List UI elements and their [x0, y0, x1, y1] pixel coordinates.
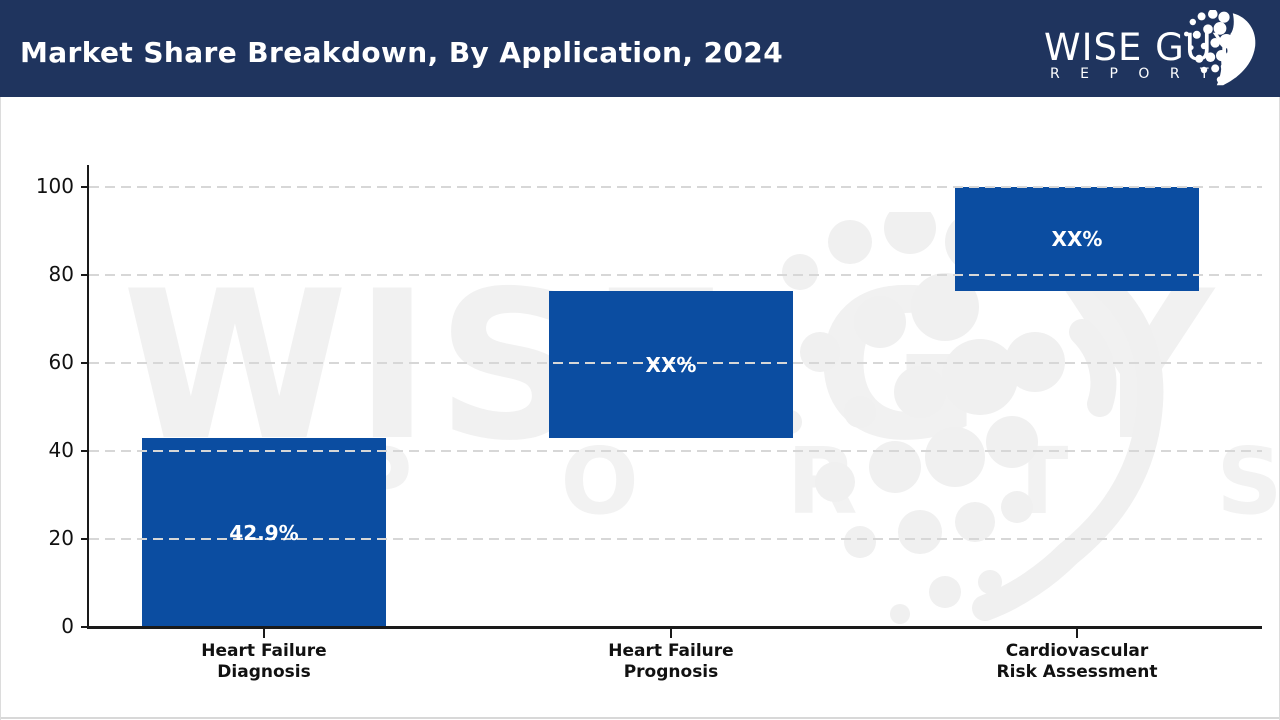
- y-tick-label-60: 60: [48, 350, 74, 374]
- category-label-line: Heart Failure: [201, 641, 327, 661]
- page-left-border: [0, 97, 1, 720]
- bar-3: [955, 187, 1199, 291]
- y-tick-label-0: 0: [61, 614, 74, 638]
- bar-value-label-2: XX%: [645, 352, 697, 377]
- gridline-40: [89, 450, 1262, 452]
- category-label-line: Heart Failure: [608, 641, 734, 661]
- face-dots-icon: [1184, 10, 1256, 86]
- gridline-80: [89, 274, 1262, 276]
- x-tick-2: [670, 629, 672, 638]
- category-label-line: Diagnosis: [217, 662, 311, 682]
- gridline-60: [89, 362, 1262, 364]
- y-tick-40: [81, 450, 89, 452]
- bar-value-label-1: 42.9%: [229, 520, 299, 545]
- category-label-3: Cardiovascular Risk Assessment: [917, 641, 1237, 683]
- category-label-line: Prognosis: [623, 662, 719, 682]
- y-tick-60: [81, 362, 89, 364]
- y-tick-0: [81, 626, 89, 628]
- x-axis-line: [87, 626, 1262, 629]
- watermark-face-dots-icon: [756, 212, 1164, 624]
- x-tick-3: [1076, 629, 1078, 638]
- page-bottom-border: [0, 717, 1280, 719]
- page-title: Market Share Breakdown, By Application, …: [20, 36, 784, 69]
- y-tick-80: [81, 274, 89, 276]
- brand-logo: WISE GUY R E P O R T S: [1016, 8, 1266, 92]
- y-tick-100: [81, 186, 89, 188]
- bar-1: [142, 438, 386, 627]
- header-band: Market Share Breakdown, By Application, …: [0, 0, 1280, 97]
- y-tick-label-80: 80: [48, 262, 74, 286]
- category-label-line: Risk Assessment: [996, 662, 1158, 682]
- y-tick-label-40: 40: [48, 438, 74, 462]
- y-axis-line: [87, 165, 89, 629]
- bar-value-label-3: XX%: [1051, 226, 1103, 251]
- bar-2: [549, 290, 793, 439]
- x-tick-1: [263, 629, 265, 638]
- category-label-2: Heart Failure Prognosis: [511, 641, 831, 683]
- category-label-1: Heart Failure Diagnosis: [104, 641, 424, 683]
- category-label-line: Cardiovascular: [1005, 641, 1149, 661]
- y-tick-label-20: 20: [48, 526, 74, 550]
- brand-logo-subtitle: R E P O R T S: [1050, 66, 1246, 82]
- gridline-20: [89, 538, 1262, 540]
- gridline-100: [89, 186, 1262, 188]
- y-tick-20: [81, 538, 89, 540]
- y-tick-label-100: 100: [35, 174, 74, 198]
